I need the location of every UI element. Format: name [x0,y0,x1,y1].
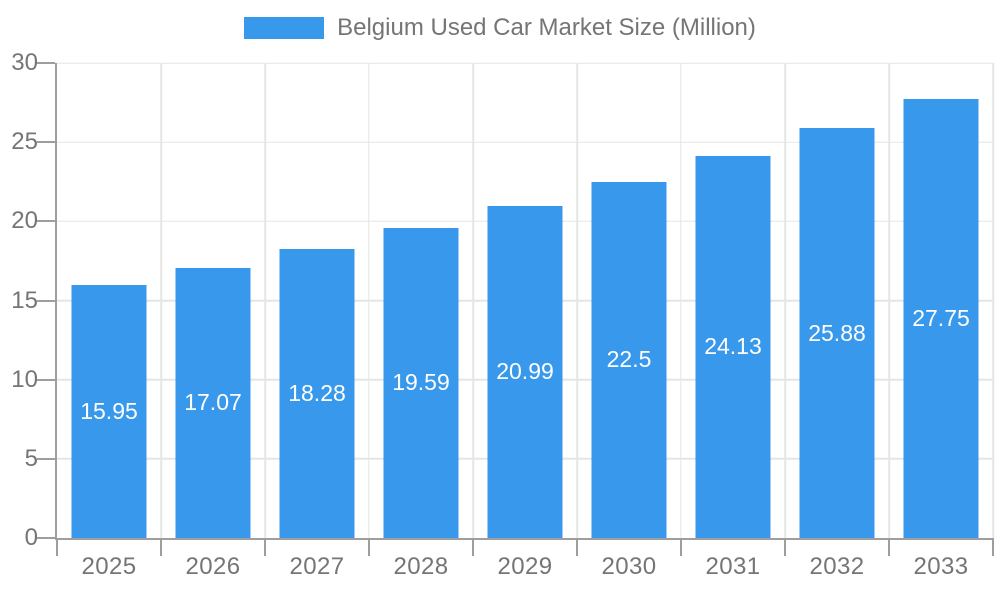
gridline-vertical [888,63,890,538]
bar-2025[interactable]: 15.95 [71,285,147,538]
bar-slot: 18.28 [265,63,369,538]
x-tick-mark [576,538,578,556]
x-tick-label: 2028 [393,553,449,580]
bar-value-label: 25.88 [808,319,866,346]
x-tick-label: 2025 [81,553,137,580]
x-tick-mark [784,538,786,556]
y-tick-mark [37,299,55,302]
y-tick-mark [37,220,55,223]
y-tick-mark [37,537,55,539]
bar-value-label: 20.99 [496,358,554,385]
gridline-vertical [784,63,786,538]
x-tick-mark [367,538,370,556]
bar-value-label: 27.75 [912,304,970,331]
gridline-vertical [576,63,578,538]
x-tick-mark [264,538,266,556]
bar-value-label: 22.5 [606,346,652,373]
gridline-vertical [472,63,474,538]
legend: Belgium Used Car Market Size (Million) [0,14,1000,42]
bar-2033[interactable]: 27.75 [903,98,979,538]
bar-slot: 25.88 [785,63,889,538]
y-tick-label: 20 [11,207,38,235]
x-tick-label: 2033 [913,553,969,580]
legend-swatch-icon [244,17,325,39]
x-tick-mark [888,538,890,556]
bar-2030[interactable]: 22.5 [591,181,667,538]
x-axis-labels: 2025 2026 2027 2028 2029 2030 2031 2032 2033 [57,552,993,592]
y-tick-mark [37,141,55,144]
bar-2029[interactable]: 20.99 [487,205,563,538]
bar-2027[interactable]: 18.28 [279,248,355,538]
gridline-horizontal [57,141,993,143]
x-tick-label: 2032 [809,553,865,580]
bar-slot: 27.75 [889,63,993,538]
bar-value-label: 18.28 [288,379,346,406]
gridline-vertical [264,63,266,538]
bar-value-label: 24.13 [704,333,762,360]
y-tick-label: 5 [24,444,38,472]
gridline-horizontal [57,62,993,64]
bar-value-label: 17.07 [184,389,242,416]
bar-2031[interactable]: 24.13 [695,155,771,538]
legend-label: Belgium Used Car Market Size (Million) [337,14,756,41]
y-tick-label: 0 [24,524,38,551]
x-tick-mark [160,538,162,556]
bar-slot: 17.07 [161,63,265,538]
legend-item[interactable]: Belgium Used Car Market Size (Million) [244,14,756,42]
y-tick-mark [37,62,55,64]
x-tick-label: 2027 [289,553,345,580]
bar-slot: 19.59 [369,63,473,538]
bar-2028[interactable]: 19.59 [383,227,459,538]
gridline-vertical [680,63,682,538]
y-tick-label: 25 [11,128,38,156]
x-tick-mark [472,538,474,556]
x-tick-label: 2026 [185,553,241,580]
y-axis-labels: 0 5 10 15 20 25 30 [0,51,38,550]
bar-value-label: 19.59 [392,369,450,396]
x-tick-label: 2029 [497,553,553,580]
bar-value-label: 15.95 [80,398,138,425]
y-tick-mark [37,457,55,460]
y-tick-mark [37,378,55,381]
gridline-vertical [160,63,162,538]
y-tick-label: 30 [11,49,38,76]
x-tick-label: 2031 [705,553,761,580]
gridline-vertical [992,63,994,538]
bar-slot: 22.5 [577,63,681,538]
bar-slot: 20.99 [473,63,577,538]
y-tick-label: 10 [11,365,38,393]
y-tick-label: 15 [11,286,38,314]
bar-2026[interactable]: 17.07 [175,267,251,538]
x-tick-mark [992,538,994,556]
x-tick-mark [56,538,58,556]
bar-slot: 15.95 [57,63,161,538]
gridline-vertical [368,63,370,538]
plot-area: 15.95 17.07 18.28 19.59 20.99 22.5 24.13 25.88 2… [37,62,994,556]
x-tick-label: 2030 [601,553,657,580]
bar-2032[interactable]: 25.88 [799,128,875,538]
x-tick-mark [679,538,682,556]
bar-slot: 24.13 [681,63,785,538]
